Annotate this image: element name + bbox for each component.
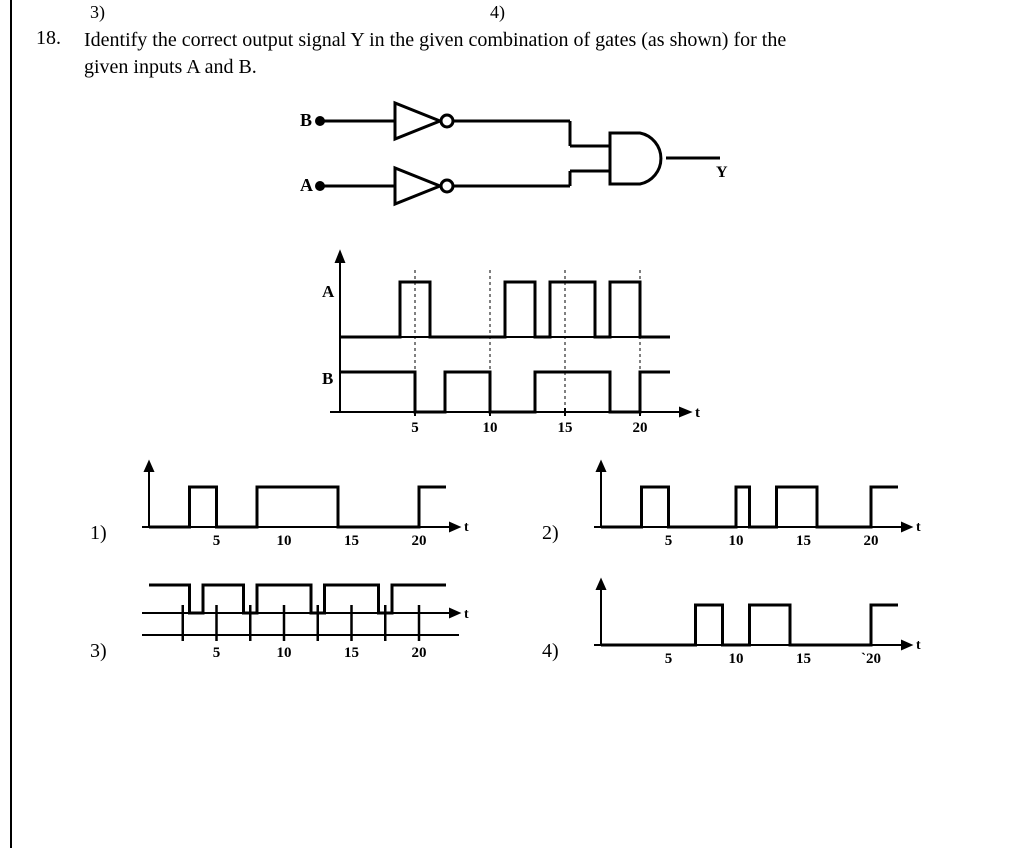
prev-option-3-label: 3) (90, 2, 105, 23)
svg-text:5: 5 (213, 645, 221, 661)
question-number: 18. (32, 27, 84, 81)
svg-text:10: 10 (277, 645, 292, 661)
svg-text:15: 15 (796, 533, 811, 547)
question-row: 18. Identify the correct output signal Y… (32, 27, 994, 81)
svg-text:`20: `20 (861, 651, 881, 665)
option-2: 2) 5 10 15 20 t (542, 457, 994, 547)
svg-text:t: t (464, 520, 469, 535)
previous-options-row: 3) 4) (32, 0, 994, 23)
option-3-label: 3) (90, 640, 114, 665)
circuit-label-A: A (300, 175, 313, 195)
svg-text:5: 5 (665, 651, 673, 665)
svg-text:5: 5 (665, 533, 673, 547)
svg-text:t: t (916, 638, 921, 653)
prev-option-3: 3) (90, 2, 490, 23)
svg-text:5: 5 (213, 533, 221, 547)
option-4: 4) 5 10 15 `20 t (542, 565, 994, 665)
svg-text:10: 10 (277, 533, 292, 547)
svg-text:10: 10 (729, 651, 744, 665)
svg-text:15: 15 (344, 533, 359, 547)
input-axis-t: t (695, 405, 700, 421)
input-axis-A: A (322, 282, 335, 301)
svg-text:20: 20 (412, 645, 427, 661)
input-waveforms: A B t 5 10 15 20 (300, 242, 994, 447)
prev-option-4-label: 4) (490, 2, 505, 23)
svg-text:15: 15 (344, 645, 359, 661)
question-text-line1: Identify the correct output signal Y in … (84, 29, 786, 51)
option-2-label: 2) (542, 522, 566, 547)
circuit-label-B: B (300, 110, 312, 130)
svg-text:15: 15 (558, 420, 573, 436)
input-axis-B: B (322, 369, 333, 388)
svg-text:15: 15 (796, 651, 811, 665)
logic-circuit: B A Y (300, 91, 994, 236)
svg-text:5: 5 (411, 420, 419, 436)
svg-text:10: 10 (483, 420, 498, 436)
option-3: 3) 5 10 15 20 t (90, 565, 542, 665)
question-text: Identify the correct output signal Y in … (84, 27, 786, 81)
options-grid: 1) 5 10 15 20 t 2) (90, 457, 994, 665)
svg-text:t: t (916, 520, 921, 535)
question-text-line2: given inputs A and B. (84, 56, 257, 78)
option-1: 1) 5 10 15 20 t (90, 457, 542, 547)
option-1-label: 1) (90, 522, 114, 547)
page: 3) 4) 18. Identify the correct output si… (10, 0, 1024, 848)
svg-text:20: 20 (864, 533, 879, 547)
svg-text:10: 10 (729, 533, 744, 547)
svg-text:t: t (464, 607, 469, 622)
prev-option-4: 4) (490, 2, 505, 23)
option-4-label: 4) (542, 640, 566, 665)
svg-text:20: 20 (633, 420, 648, 436)
svg-text:20: 20 (412, 533, 427, 547)
circuit-label-Y: Y (716, 164, 728, 181)
figure-area: B A Y (90, 91, 994, 665)
